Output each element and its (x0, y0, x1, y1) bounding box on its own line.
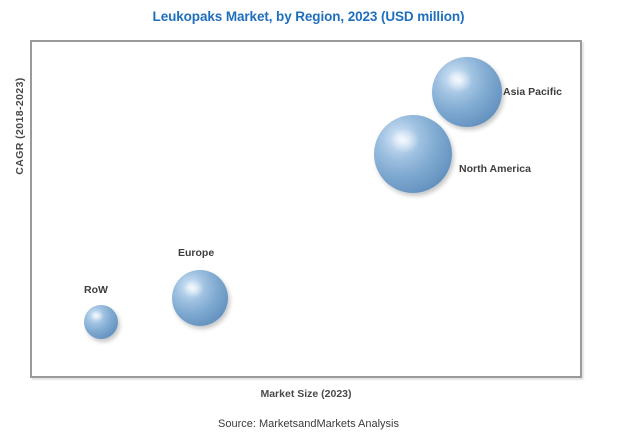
y-axis-title: CAGR (2018-2023) (14, 77, 26, 175)
x-axis-title: Market Size (2023) (260, 388, 352, 400)
bubble-north-america[interactable] (374, 115, 452, 193)
bubble-europe[interactable] (172, 270, 228, 326)
bubble-row[interactable] (84, 305, 118, 339)
chart-title: Leukopaks Market, by Region, 2023 (USD m… (152, 9, 465, 24)
bubble-label-europe: Europe (178, 247, 215, 259)
bubble-label-row: RoW (84, 284, 108, 296)
bubble-asia-pacific[interactable] (432, 57, 502, 127)
bubble-label-north-america: North America (459, 163, 531, 175)
bubble-label-asia-pacific: Asia Pacific (503, 86, 562, 98)
plot-area: Asia Pacific North America Europe RoW (30, 40, 582, 378)
source-note: Source: MarketsandMarkets Analysis (218, 418, 399, 430)
